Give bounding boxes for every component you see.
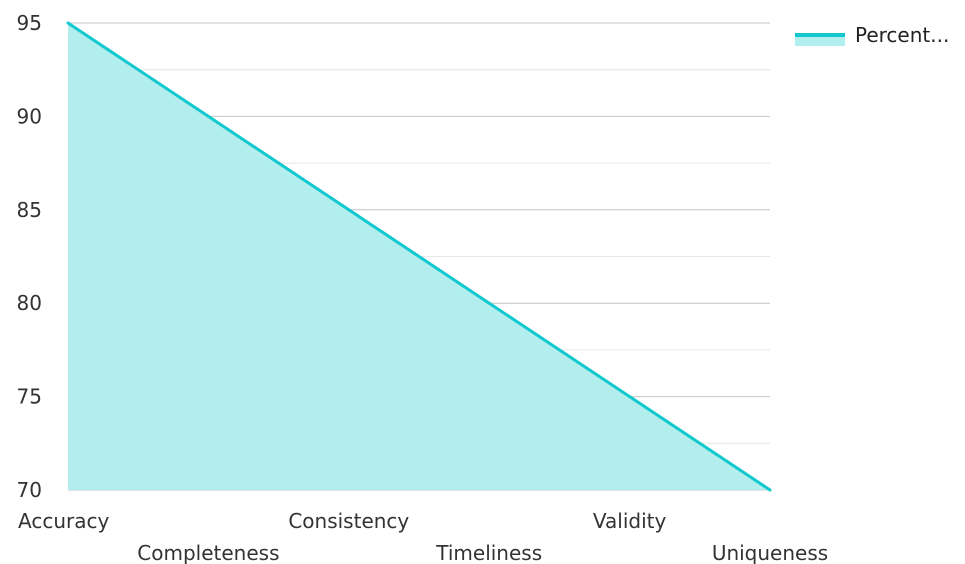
legend-label: Percent... [855, 23, 949, 47]
y-tick-label: 80 [17, 291, 42, 315]
series-area-group [68, 23, 770, 490]
x-tick-label: Consistency [288, 509, 409, 533]
data-point [628, 395, 632, 399]
data-point [487, 301, 491, 305]
series-line [67, 21, 771, 492]
data-point [347, 208, 351, 212]
x-tick-label: Validity [593, 509, 667, 533]
y-tick-label: 75 [17, 385, 42, 409]
series-area [68, 23, 770, 490]
legend[interactable]: Percent... [795, 23, 949, 47]
x-axis: Accuracy Completeness Consistency Timelines… [18, 509, 828, 564]
y-axis: 70 75 80 85 90 95 [17, 11, 42, 502]
data-point [66, 21, 70, 25]
series-line-group [66, 21, 772, 492]
x-tick-label: Accuracy [18, 509, 109, 533]
y-tick-label: 90 [17, 104, 42, 128]
data-point [768, 488, 772, 492]
x-tick-label: Completeness [137, 541, 279, 564]
legend-swatch-fill [795, 36, 845, 46]
y-tick-label: 95 [17, 11, 42, 35]
data-point [206, 114, 210, 118]
y-tick-label: 85 [17, 198, 42, 222]
y-tick-label: 70 [17, 478, 42, 502]
x-tick-label: Uniqueness [712, 541, 828, 564]
x-tick-label: Timeliness [435, 541, 542, 564]
